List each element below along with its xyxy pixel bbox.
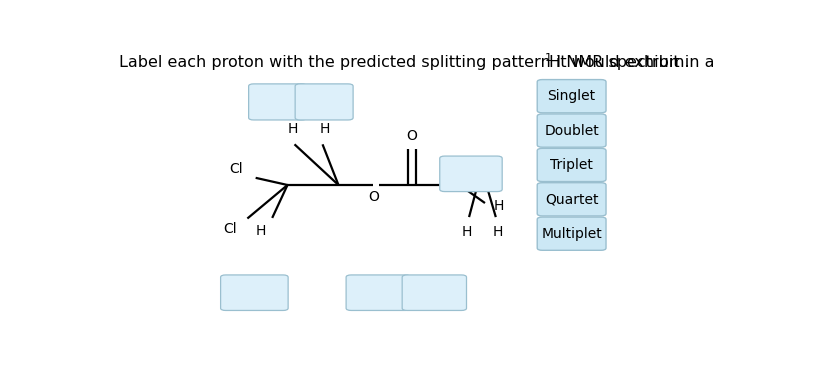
FancyBboxPatch shape: [346, 275, 410, 311]
Text: H NMR spectrum.: H NMR spectrum.: [549, 55, 690, 70]
Text: H: H: [256, 224, 266, 238]
FancyBboxPatch shape: [248, 84, 307, 120]
FancyBboxPatch shape: [220, 275, 289, 311]
Text: H: H: [462, 225, 473, 239]
FancyBboxPatch shape: [295, 84, 353, 120]
FancyBboxPatch shape: [402, 275, 467, 311]
Text: Label each proton with the predicted splitting pattern it would exhibit in a: Label each proton with the predicted spl…: [118, 55, 719, 70]
Text: H: H: [493, 199, 504, 214]
Text: Cl: Cl: [229, 163, 243, 176]
FancyBboxPatch shape: [538, 183, 606, 216]
FancyBboxPatch shape: [538, 80, 606, 113]
Text: O: O: [368, 190, 379, 204]
Text: O: O: [406, 129, 417, 144]
FancyBboxPatch shape: [538, 114, 606, 147]
Text: H: H: [492, 225, 503, 239]
Text: Triplet: Triplet: [550, 158, 593, 172]
Text: 1: 1: [545, 53, 552, 62]
Text: Doublet: Doublet: [544, 124, 599, 138]
Text: Multiplet: Multiplet: [541, 227, 602, 241]
FancyBboxPatch shape: [538, 217, 606, 250]
Text: H: H: [288, 122, 298, 136]
Text: Quartet: Quartet: [545, 192, 598, 206]
FancyBboxPatch shape: [440, 156, 502, 192]
Text: Singlet: Singlet: [547, 89, 596, 103]
FancyBboxPatch shape: [538, 148, 606, 182]
Text: Cl: Cl: [224, 222, 238, 236]
Text: H: H: [319, 122, 330, 136]
